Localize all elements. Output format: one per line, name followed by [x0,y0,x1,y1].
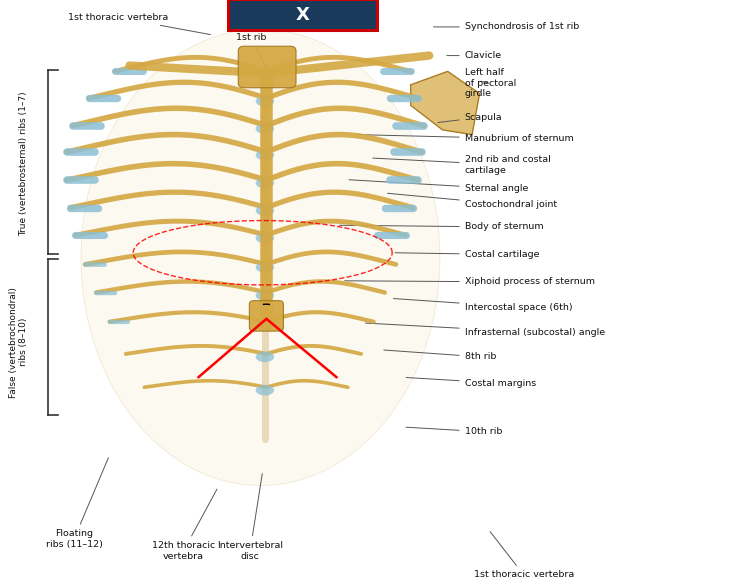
Ellipse shape [256,233,275,243]
Text: False (vertebrochondral)
ribs (8–10): False (vertebrochondral) ribs (8–10) [9,287,28,398]
Ellipse shape [81,29,440,486]
Text: 2nd rib and costal
cartilage: 2nd rib and costal cartilage [373,155,551,175]
Text: 1st thoracic vertebra: 1st thoracic vertebra [474,532,574,579]
Ellipse shape [256,205,275,216]
Text: Xiphoid process of sternum: Xiphoid process of sternum [345,277,595,287]
Text: True (vertebrosternal) ribs (1–7): True (vertebrosternal) ribs (1–7) [19,91,28,236]
Text: Costal margins: Costal margins [406,377,536,388]
FancyBboxPatch shape [249,301,283,331]
Ellipse shape [256,262,275,273]
Text: Sternal angle: Sternal angle [349,180,528,193]
Text: Scapula: Scapula [438,112,502,122]
Text: 8th rib: 8th rib [384,350,496,362]
Text: Synchondrosis of 1st rib: Synchondrosis of 1st rib [434,22,579,32]
Ellipse shape [256,385,275,395]
Text: Manubrium of sternum: Manubrium of sternum [358,134,574,143]
Text: Body of sternum: Body of sternum [340,222,543,232]
Ellipse shape [256,69,275,80]
Text: X: X [296,6,309,23]
Text: Infrasternal (subcostal) angle: Infrasternal (subcostal) angle [366,323,605,337]
Text: Floating
ribs (11–12): Floating ribs (11–12) [46,457,109,549]
Ellipse shape [256,352,275,362]
Text: 1st thoracic vertebra: 1st thoracic vertebra [68,13,210,35]
Text: Intervertebral
disc: Intervertebral disc [217,474,283,560]
Polygon shape [411,71,480,135]
Text: 10th rib: 10th rib [406,427,502,436]
Ellipse shape [256,290,275,301]
Ellipse shape [256,96,275,106]
Ellipse shape [256,178,275,188]
Ellipse shape [256,123,275,134]
Text: Costal cartilage: Costal cartilage [395,250,539,259]
FancyBboxPatch shape [228,0,377,30]
Text: Intercostal space (6th): Intercostal space (6th) [394,298,572,312]
FancyBboxPatch shape [238,46,296,88]
Text: Clavicle: Clavicle [447,51,502,60]
Ellipse shape [256,150,275,160]
Text: Costochondral joint: Costochondral joint [388,193,556,209]
Text: 1st rib: 1st rib [236,33,267,69]
Ellipse shape [256,319,275,330]
Text: 12th thoracic
vertebra: 12th thoracic vertebra [152,489,217,560]
Text: Left half
of pectoral
girdle: Left half of pectoral girdle [465,68,516,98]
